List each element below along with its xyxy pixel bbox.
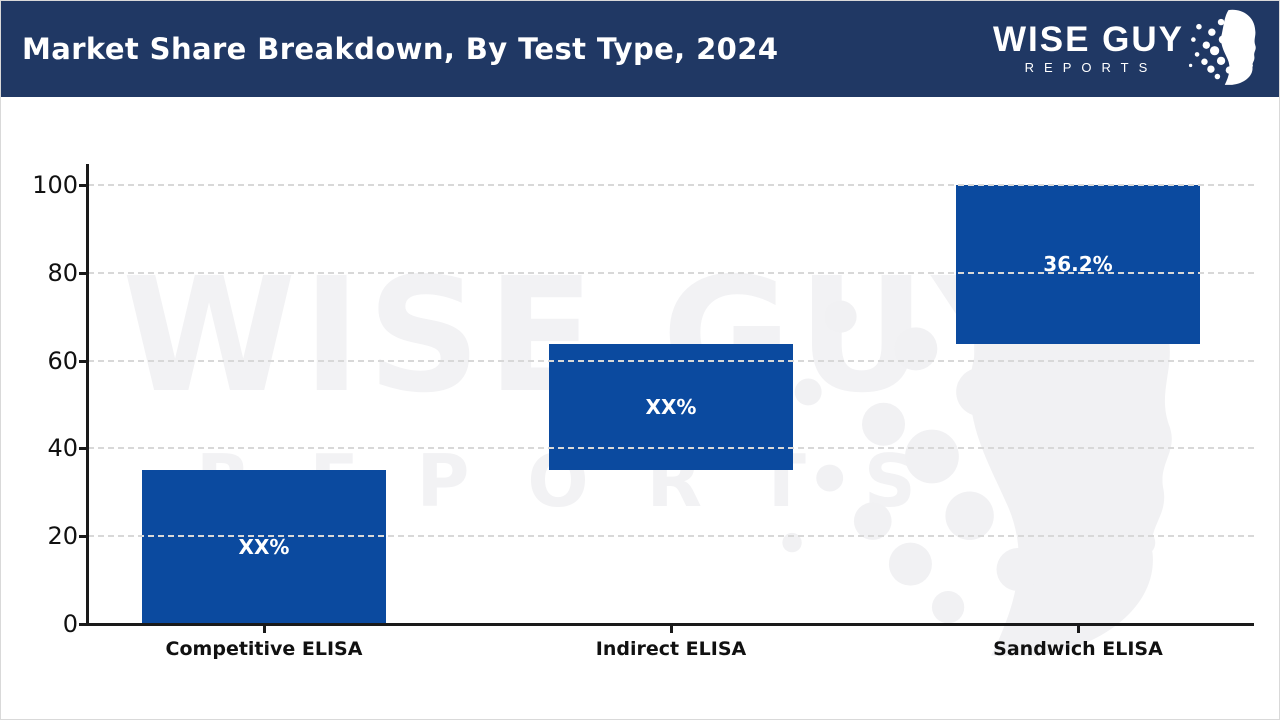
x-axis-line <box>86 623 1254 626</box>
gridline-80 <box>88 271 1254 274</box>
x-axis-category-label: Competitive ELISA <box>165 638 363 660</box>
x-axis-tick-mark <box>263 626 266 633</box>
y-axis-tick-label: 20 <box>47 522 78 551</box>
y-axis-tick-mark <box>79 535 87 539</box>
y-axis-tick-label: 100 <box>32 171 78 199</box>
bar-value-label: 36.2% <box>1043 252 1113 277</box>
bar-value-label: XX% <box>645 395 697 420</box>
logo-text: WISE GUY REPORTS <box>993 22 1184 75</box>
x-axis-category-label: Indirect ELISA <box>595 638 747 660</box>
bar-sandwich-elisa <box>956 185 1200 344</box>
gridline-100 <box>88 184 1254 186</box>
bar-competitive-elisa <box>142 470 386 624</box>
header-bar: Market Share Breakdown, By Test Type, 20… <box>0 0 1280 97</box>
logo-wordmark: WISE GUY <box>992 20 1184 59</box>
y-axis-tick-label: 60 <box>47 346 78 375</box>
dotted-face-profile-icon <box>1188 9 1256 85</box>
y-axis-tick-label: 0 <box>62 610 78 638</box>
gridline-40 <box>88 447 1254 450</box>
y-axis-tick-mark <box>79 623 87 626</box>
y-axis-tick-mark <box>79 447 87 451</box>
logo-subtitle: REPORTS <box>1024 60 1158 75</box>
y-axis-tick-mark <box>79 359 87 363</box>
y-axis-tick-label: 80 <box>47 258 78 287</box>
x-axis-tick-mark <box>1077 626 1080 633</box>
y-axis-tick-label: 40 <box>47 434 78 463</box>
plot-area: 0 20 40 60 80 100 XX% Competitive ELISA XX% Indir… <box>0 97 1280 720</box>
y-axis-tick-mark <box>79 271 87 275</box>
wiseguy-logo: WISE GUY REPORTS <box>993 9 1258 87</box>
x-axis-tick-mark <box>670 626 673 633</box>
chart-area: WISE GUY REPORTS 0 20 40 60 80 100 XX% Competit… <box>0 97 1280 720</box>
bar-value-label: XX% <box>238 535 290 560</box>
y-axis-tick-mark <box>79 184 87 187</box>
y-axis-line <box>86 164 89 626</box>
gridline-60 <box>88 359 1254 362</box>
gridline-20 <box>88 535 1254 538</box>
x-axis-category-label: Sandwich ELISA <box>993 638 1163 660</box>
chart-title: Market Share Breakdown, By Test Type, 20… <box>22 31 779 66</box>
